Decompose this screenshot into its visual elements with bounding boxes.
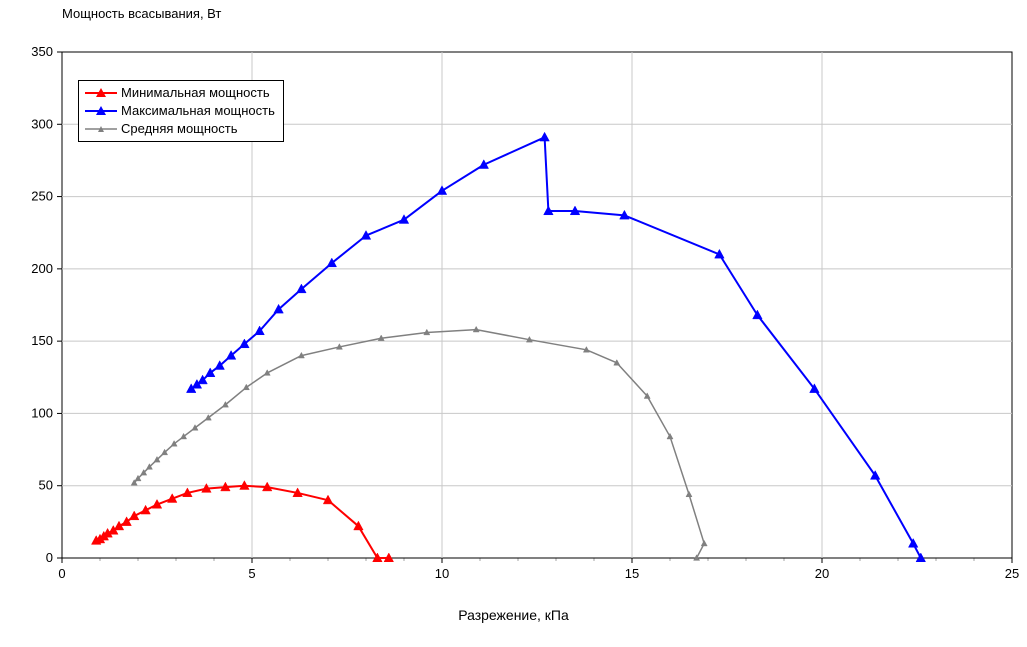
chart-container: Мощность всасывания, Вт 0501001502002503… <box>0 0 1027 647</box>
legend-item-min: Минимальная мощность <box>85 84 275 102</box>
x-tick-label: 0 <box>58 566 65 581</box>
y-tick-label: 100 <box>31 405 53 420</box>
legend-swatch-min <box>85 84 117 102</box>
series-line <box>96 486 389 558</box>
series-marker <box>437 186 447 195</box>
y-tick-label: 350 <box>31 44 53 59</box>
x-tick-label: 5 <box>248 566 255 581</box>
y-tick-label: 150 <box>31 333 53 348</box>
y-tick-label: 200 <box>31 261 53 276</box>
series-marker <box>686 491 692 497</box>
legend: Минимальная мощность Максимальная мощнос… <box>78 80 284 142</box>
x-axis-title: Разрежение, кПа <box>0 607 1027 623</box>
legend-item-max: Максимальная мощность <box>85 102 275 120</box>
x-tick-label: 15 <box>625 566 639 581</box>
legend-swatch-max <box>85 102 117 120</box>
series-marker <box>540 132 550 141</box>
series-marker <box>916 553 926 562</box>
x-tick-label: 20 <box>815 566 829 581</box>
legend-item-avg: Средняя мощность <box>85 120 275 138</box>
x-tick-label: 10 <box>435 566 449 581</box>
y-tick-label: 300 <box>31 116 53 131</box>
y-tick-label: 50 <box>39 478 53 493</box>
series-marker <box>908 539 918 548</box>
legend-label-min: Минимальная мощность <box>121 84 270 102</box>
legend-label-avg: Средняя мощность <box>121 120 238 138</box>
legend-swatch-avg <box>85 120 117 138</box>
series-marker <box>701 540 707 546</box>
x-tick-label: 25 <box>1005 566 1019 581</box>
y-tick-label: 0 <box>46 550 53 565</box>
y-tick-label: 250 <box>31 189 53 204</box>
legend-label-max: Максимальная мощность <box>121 102 275 120</box>
